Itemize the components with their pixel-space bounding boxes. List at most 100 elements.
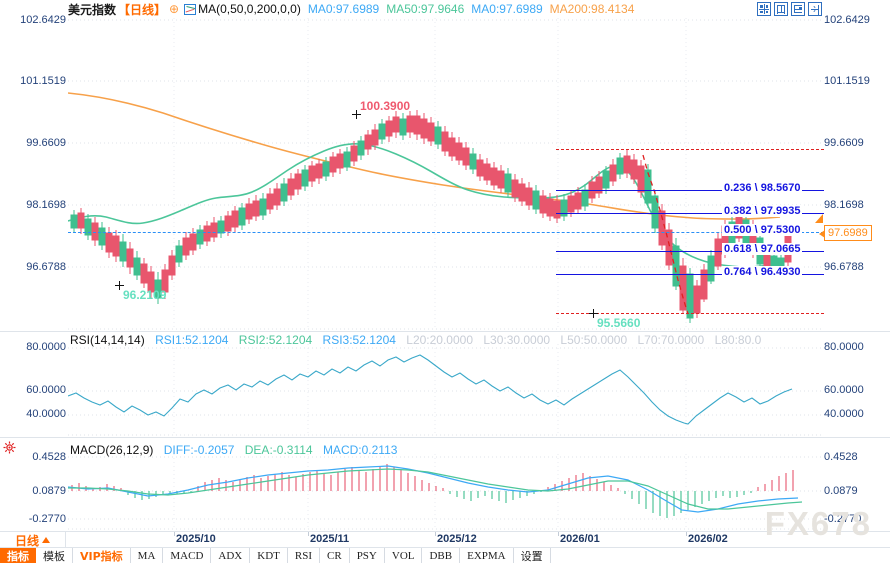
ma-params: MA(0,50,0,200,0,0) bbox=[198, 2, 301, 16]
date-label-3: 2026/01 bbox=[560, 533, 600, 545]
toolbar-tab-rsi[interactable]: RSI bbox=[288, 548, 320, 563]
macd-settings-icon[interactable] bbox=[3, 441, 16, 454]
macd-dea: DEA:-0.3114 bbox=[244, 443, 313, 457]
toolbar-tab-indicators[interactable]: 指标 bbox=[0, 548, 36, 563]
period-selector-button[interactable]: 日线 bbox=[0, 532, 66, 548]
macd-axis-right-0: 0.4528 bbox=[824, 451, 858, 463]
fib-label-0764: 0.764 \ 96.4930 bbox=[722, 266, 803, 278]
toolbar-tab-vol[interactable]: VOL bbox=[385, 548, 423, 563]
toolbar-tab-dbb[interactable]: DBB bbox=[422, 548, 461, 563]
toolbar-filler bbox=[551, 548, 890, 563]
high-marker-crosshair bbox=[352, 110, 361, 119]
rsi-l80: L80:80.0 bbox=[714, 333, 762, 347]
triangle-up-icon bbox=[42, 537, 50, 543]
fib-extreme-top-line bbox=[556, 149, 824, 150]
rsi-panel-separator bbox=[0, 331, 890, 332]
toolbar-tab-kdt[interactable]: KDT bbox=[250, 548, 288, 563]
fit-height-icon[interactable] bbox=[774, 2, 788, 16]
date-label-4: 2026/02 bbox=[688, 533, 728, 545]
fib-line-0236 bbox=[556, 190, 824, 191]
toolbar-tab-templates[interactable]: 模板 bbox=[36, 548, 73, 563]
fib-extreme-bottom-line bbox=[556, 313, 824, 314]
rsi3-value: RSI3:52.1204 bbox=[322, 333, 396, 347]
rsi-canvas bbox=[68, 344, 822, 436]
price-axis-right-1: 101.1519 bbox=[824, 75, 870, 87]
date-tick-1 bbox=[308, 532, 309, 536]
low-marker-crosshair bbox=[115, 281, 124, 290]
crosshair-move-icon[interactable] bbox=[757, 2, 771, 16]
indicator-toolbar: 指标 模板 VIP指标 MA MACD ADX KDT RSI CR PSY V… bbox=[0, 548, 890, 563]
fib-line-0382 bbox=[556, 213, 824, 214]
high-price-label: 100.3900 bbox=[360, 99, 411, 113]
recent-low-price-label: 95.5660 bbox=[597, 316, 641, 330]
fib-label-0382: 0.382 \ 97.9935 bbox=[722, 205, 803, 217]
price-axis-right-2: 99.6609 bbox=[824, 137, 864, 149]
ma0b-value: MA0:97.6989 bbox=[471, 2, 543, 16]
fib-label-0500: 0.500 \ 97.5300 bbox=[722, 224, 803, 236]
date-tick-2 bbox=[435, 532, 436, 536]
watermark: FX678 bbox=[764, 505, 872, 542]
date-axis-bar: 日线 2025/10 2025/11 2025/12 2026/01 2026/… bbox=[0, 531, 890, 548]
toolbar-tab-macd[interactable]: MACD bbox=[163, 548, 212, 563]
ma0-value: MA0:97.6989 bbox=[307, 2, 380, 16]
rsi1-value: RSI1:52.1204 bbox=[155, 333, 229, 347]
rsi-axis-left-0: 80.0000 bbox=[26, 341, 66, 353]
macd-chart[interactable] bbox=[68, 454, 822, 530]
date-label-2: 2025/12 bbox=[437, 533, 477, 545]
fib-label-0618: 0.618 \ 97.0665 bbox=[722, 243, 803, 255]
price-axis-left-4: 96.6788 bbox=[26, 261, 66, 273]
price-axis-right-3: 98.1698 bbox=[824, 199, 864, 211]
fib-line-0500 bbox=[68, 232, 824, 233]
rsi-chart[interactable] bbox=[68, 344, 822, 436]
toolbar-tab-ma[interactable]: MA bbox=[131, 548, 164, 563]
main-price-chart[interactable] bbox=[68, 18, 822, 330]
date-label-1: 2025/11 bbox=[310, 533, 350, 545]
toolbar-tab-settings[interactable]: 设置 bbox=[514, 548, 551, 563]
toolbar-tab-cr[interactable]: CR bbox=[320, 548, 350, 563]
period-label: 【日线】 bbox=[118, 2, 167, 17]
recent-low-crosshair bbox=[589, 309, 598, 318]
date-label-0: 2025/10 bbox=[176, 533, 216, 545]
macd-axis-left-0: 0.4528 bbox=[32, 451, 66, 463]
chart-header: 美元指数 【日线】 ⊕ MA(0,50,0,200,0,0) MA0:97.69… bbox=[0, 0, 890, 18]
add-indicator-icon[interactable]: ⊕ bbox=[169, 2, 180, 16]
rsi-name: RSI(14,14,14) bbox=[70, 333, 145, 347]
macd-canvas bbox=[68, 454, 822, 530]
fit-width-icon[interactable] bbox=[791, 2, 805, 16]
macd-header: MACD(26,12,9) DIFF:-0.2057 DEA:-0.3114 M… bbox=[70, 443, 404, 457]
price-axis-left-0: 102.6429 bbox=[20, 14, 66, 26]
fib-line-0764 bbox=[556, 274, 824, 275]
candlestick-canvas bbox=[68, 18, 822, 330]
rsi-axis-left-2: 40.0000 bbox=[26, 408, 66, 420]
current-price-tag: 97.6989 bbox=[819, 225, 872, 241]
toolbar-tab-expma[interactable]: EXPMA bbox=[460, 548, 514, 563]
price-axis-right-4: 96.6788 bbox=[824, 261, 864, 273]
toolbar-tab-psy[interactable]: PSY bbox=[350, 548, 385, 563]
rsi2-value: RSI2:52.1204 bbox=[238, 333, 313, 347]
date-tick-0 bbox=[174, 532, 175, 536]
chart-tool-buttons bbox=[757, 2, 822, 16]
goto-latest-icon[interactable] bbox=[808, 2, 822, 16]
ma-chart-icon bbox=[184, 3, 197, 15]
rsi-l30: L30:30.0000 bbox=[483, 333, 551, 347]
ma50-value: MA50:97.9646 bbox=[386, 2, 465, 16]
macd-axis-left-1: 0.0879 bbox=[32, 485, 66, 497]
toolbar-tab-vip[interactable]: VIP指标 bbox=[73, 548, 131, 563]
date-tick-3 bbox=[558, 532, 559, 536]
macd-diff: DIFF:-0.2057 bbox=[163, 443, 235, 457]
fib-line-0618 bbox=[556, 251, 824, 252]
toolbar-tab-adx[interactable]: ADX bbox=[211, 548, 251, 563]
price-axis-left-2: 99.6609 bbox=[26, 137, 66, 149]
macd-axis-right-1: 0.0879 bbox=[824, 485, 858, 497]
macd-panel-separator bbox=[0, 437, 890, 438]
date-tick-4 bbox=[686, 532, 687, 536]
rsi-l50: L50:50.0000 bbox=[560, 333, 628, 347]
rsi-l20: L20:20.0000 bbox=[406, 333, 473, 347]
price-axis-left-1: 101.1519 bbox=[20, 75, 66, 87]
macd-name: MACD(26,12,9) bbox=[70, 443, 154, 457]
symbol-name: 美元指数 bbox=[68, 2, 117, 17]
rsi-axis-right-1: 60.0000 bbox=[824, 384, 864, 396]
ma200-value: MA200:98.4134 bbox=[549, 2, 635, 16]
rsi-axis-right-0: 80.0000 bbox=[824, 341, 864, 353]
